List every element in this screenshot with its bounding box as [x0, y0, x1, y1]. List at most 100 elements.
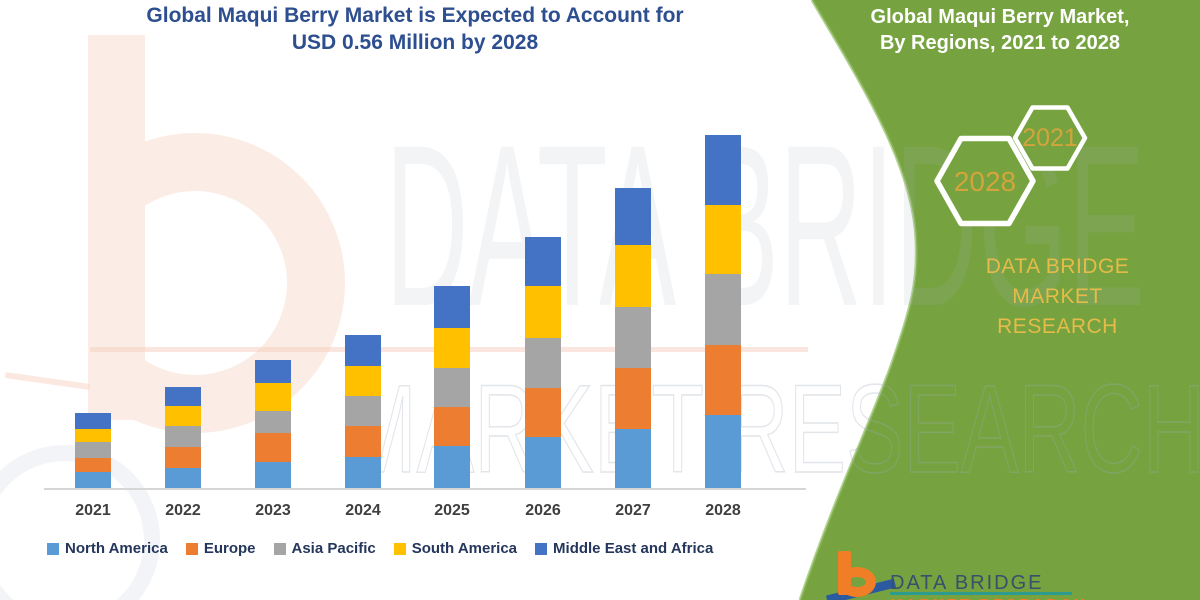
bar-2026	[525, 237, 561, 488]
x-axis-label-2024: 2024	[345, 502, 381, 519]
segment-north-america-2026	[525, 436, 561, 488]
legend-item-middle-east-and-africa: Middle East and Africa	[535, 540, 713, 557]
segment-middle-east-and-africa-2024	[345, 334, 381, 366]
chart-title-line1: Global Maqui Berry Market is Expected to…	[146, 4, 684, 27]
hexagon-2021-label: 2021	[1022, 124, 1078, 152]
legend-swatch	[393, 542, 406, 555]
segment-middle-east-and-africa-2025	[434, 286, 470, 328]
segment-south-america-2025	[434, 328, 470, 368]
chart-legend: North America Europe Asia Pacific South Ame…	[47, 540, 713, 557]
x-axis-label-2025: 2025	[434, 502, 470, 519]
bar-2025	[434, 286, 470, 488]
legend-swatch	[535, 542, 548, 555]
segment-middle-east-and-africa-2027	[615, 187, 651, 246]
legend-label: Asia Pacific	[291, 540, 376, 557]
side-panel-heading-line2: By Regions, 2021 to 2028	[879, 32, 1121, 54]
legend-label: Middle East and Africa	[553, 540, 714, 557]
segment-north-america-2024	[345, 456, 381, 488]
x-axis-label-2026: 2026	[525, 502, 561, 519]
segment-asia-pacific-2023	[255, 411, 291, 434]
legend-item-asia-pacific: Asia Pacific	[273, 540, 376, 557]
segment-europe-2024	[345, 426, 381, 457]
legend-swatch	[47, 542, 59, 555]
segment-north-america-2021	[75, 472, 111, 488]
legend-item-europe: Europe	[185, 540, 256, 557]
side-panel-brand: DATA BRIDGE MARKET RESEARCH	[940, 252, 1175, 342]
footer-logo	[825, 551, 897, 600]
segment-north-america-2023	[255, 462, 291, 488]
legend-item-north-america: North America	[47, 540, 168, 557]
segment-south-america-2021	[75, 429, 111, 443]
green-panel-shape	[800, 0, 1200, 600]
x-axis-label-2022: 2022	[165, 502, 201, 519]
chart-title: Global Maqui Berry Market is Expected to…	[95, 2, 735, 56]
x-axis-label-2027: 2027	[615, 502, 651, 519]
footer-logo-name: DATA BRIDGE	[890, 572, 1044, 594]
segment-south-america-2022	[165, 405, 201, 426]
segment-asia-pacific-2024	[345, 396, 381, 427]
side-panel-heading-line1: Global Maqui Berry Market,	[870, 6, 1130, 28]
bar-2023	[255, 359, 291, 488]
segment-south-america-2023	[255, 383, 291, 412]
segment-asia-pacific-2027	[615, 306, 651, 368]
segment-middle-east-and-africa-2022	[165, 386, 201, 406]
legend-label: South America	[411, 540, 518, 557]
segment-asia-pacific-2021	[75, 442, 111, 458]
segment-north-america-2025	[434, 446, 470, 488]
segment-middle-east-and-africa-2028	[705, 135, 741, 206]
segment-middle-east-and-africa-2026	[525, 237, 561, 287]
segment-north-america-2028	[705, 414, 741, 488]
segment-asia-pacific-2022	[165, 425, 201, 448]
bar-2027	[615, 187, 651, 488]
legend-swatch	[273, 542, 286, 555]
hexagon-2028-label: 2028	[954, 166, 1016, 197]
hexagon-2021-shape	[1012, 105, 1088, 171]
segment-south-america-2024	[345, 365, 381, 397]
footer-logo-underline	[890, 592, 1072, 595]
segment-south-america-2028	[705, 205, 741, 274]
x-axis-label-2028: 2028	[705, 502, 741, 519]
hexagon-2028-shape	[934, 135, 1036, 227]
segment-europe-2022	[165, 447, 201, 468]
footer-logo-b-bowl	[838, 567, 876, 597]
segment-middle-east-and-africa-2021	[75, 413, 111, 430]
bar-2028	[705, 135, 741, 488]
bar-2021	[75, 413, 111, 488]
segment-north-america-2027	[615, 428, 651, 488]
segment-europe-2028	[705, 345, 741, 415]
legend-swatch	[185, 542, 198, 555]
x-axis-line	[44, 488, 806, 490]
segment-south-america-2027	[615, 245, 651, 307]
segment-asia-pacific-2028	[705, 273, 741, 345]
chart-title-line2: USD 0.56 Million by 2028	[291, 31, 539, 54]
segment-europe-2023	[255, 433, 291, 463]
hexagon-2028	[934, 135, 1036, 227]
legend-item-south-america: South America	[393, 540, 518, 557]
footer-logo-tagline: MARKET RESEARCH	[890, 596, 1088, 600]
x-axis-label-2023: 2023	[255, 502, 291, 519]
watermark-b-bowl-clip	[88, 133, 350, 438]
segment-asia-pacific-2026	[525, 338, 561, 389]
bar-2024	[345, 334, 381, 488]
segment-europe-2025	[434, 406, 470, 447]
side-panel-heading: Global Maqui Berry Market, By Regions, 2…	[845, 4, 1155, 56]
segment-south-america-2026	[525, 286, 561, 339]
segment-asia-pacific-2025	[434, 367, 470, 407]
segment-europe-2026	[525, 388, 561, 437]
legend-label: Europe	[203, 540, 256, 557]
hexagon-2021	[1012, 105, 1088, 171]
bar-2022	[165, 386, 201, 488]
x-axis-label-2021: 2021	[75, 502, 111, 519]
watermark-market-research-text: MARKET RESEARCH	[345, 360, 1200, 499]
side-panel-brand-line1: DATA BRIDGE MARKET	[985, 255, 1130, 308]
legend-label: North America	[65, 540, 168, 557]
segment-middle-east-and-africa-2023	[255, 359, 291, 384]
green-panel-edge-highlight	[798, 0, 918, 600]
segment-europe-2027	[615, 367, 651, 429]
segment-europe-2021	[75, 457, 111, 473]
